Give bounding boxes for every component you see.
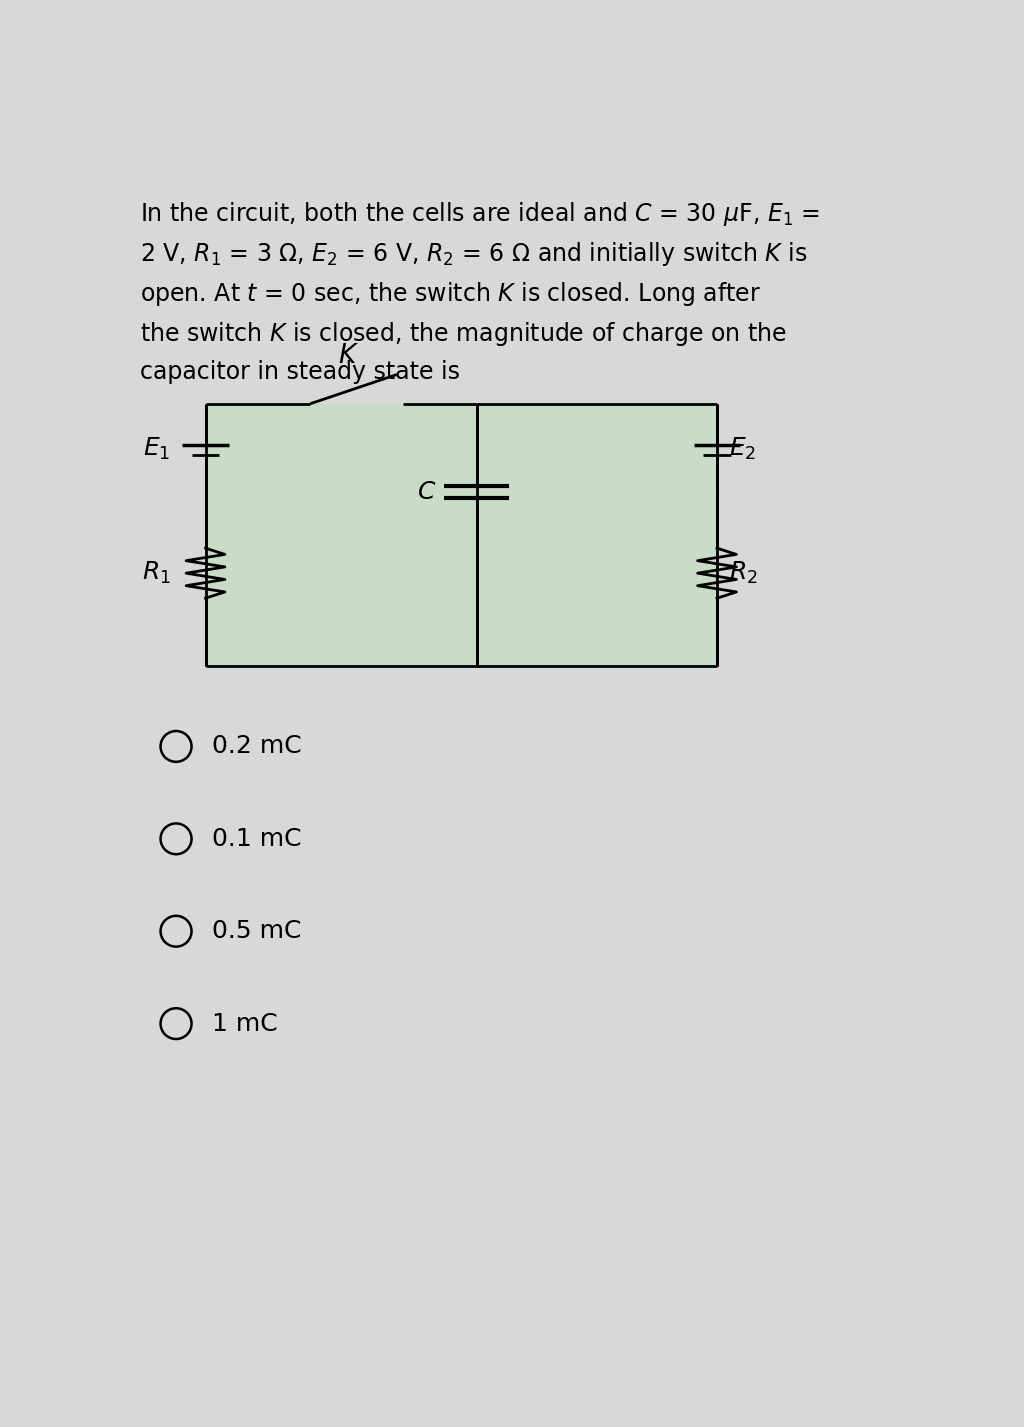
Text: $R_2$: $R_2$: [729, 559, 758, 586]
Text: $E_2$: $E_2$: [729, 435, 756, 461]
Text: $C$: $C$: [417, 481, 436, 504]
Text: the switch $K$ is closed, the magnitude of charge on the: the switch $K$ is closed, the magnitude …: [139, 320, 786, 348]
Text: 0.1 mC: 0.1 mC: [212, 826, 301, 850]
Text: capacitor in steady state is: capacitor in steady state is: [139, 360, 460, 384]
Text: open. At $t$ = 0 sec, the switch $K$ is closed. Long after: open. At $t$ = 0 sec, the switch $K$ is …: [139, 280, 761, 308]
Text: $R_1$: $R_1$: [141, 559, 171, 586]
Text: 0.5 mC: 0.5 mC: [212, 919, 301, 943]
Text: 0.2 mC: 0.2 mC: [212, 735, 301, 758]
Text: $K$: $K$: [338, 342, 359, 370]
Text: 2 V, $R_1$ = 3 $\Omega$, $E_2$ = 6 V, $R_2$ = 6 $\Omega$ and initially switch $K: 2 V, $R_1$ = 3 $\Omega$, $E_2$ = 6 V, $R…: [139, 240, 807, 268]
Text: $E_1$: $E_1$: [143, 435, 171, 461]
Polygon shape: [206, 404, 717, 665]
Text: 1 mC: 1 mC: [212, 1012, 278, 1036]
Text: In the circuit, both the cells are ideal and $C$ = 30 $\mu$F, $E_1$ =: In the circuit, both the cells are ideal…: [139, 200, 819, 228]
